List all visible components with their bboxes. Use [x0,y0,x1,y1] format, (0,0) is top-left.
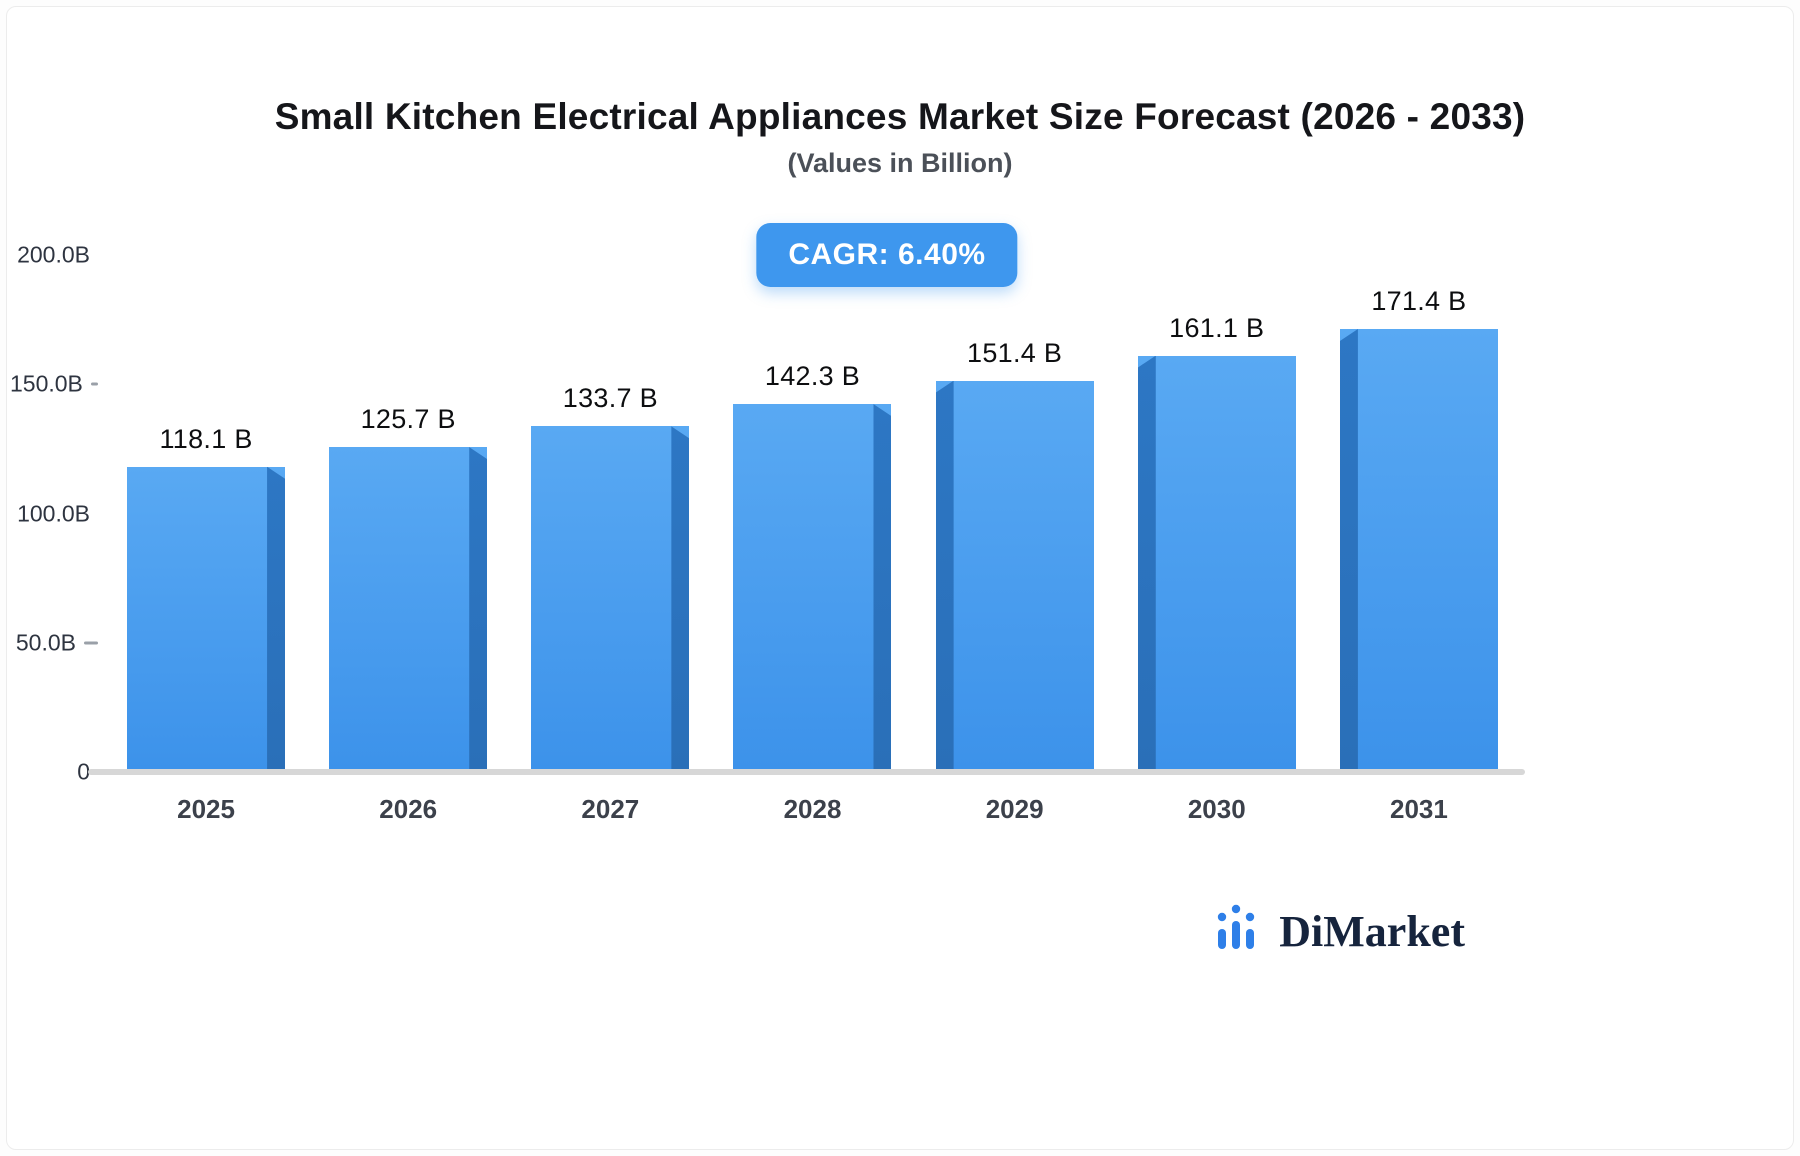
bar-value-label: 171.4 B [1371,285,1467,316]
bar-value-label: 118.1 B [159,423,253,454]
bar-column: 151.4 B 2029 [914,255,1116,824]
y-axis-tick-mark [90,382,98,386]
x-axis-category-label: 2027 [581,794,640,824]
chart-title: Small Kitchen Electrical Appliances Mark… [274,96,1526,137]
x-axis-category-label: 2028 [783,794,842,824]
cagr-badge: CAGR: 6.40% [756,223,1018,287]
x-axis-category-label: 2031 [1389,794,1448,824]
bar-value-label: 151.4 B [967,337,1063,368]
bar-column: 125.7 B 2026 [307,255,509,824]
bar-value-label: 161.1 B [1169,312,1265,343]
bar-3d-side [469,447,488,772]
bar [733,404,892,772]
bar-value-label: 133.7 B [562,383,658,414]
bar-3d-side [1137,355,1156,772]
bar-column: 118.1 B 2025 [105,255,307,824]
bar [935,380,1094,772]
x-axis-category-label: 2026 [379,794,438,824]
y-axis-tick-label: 0 [77,758,90,785]
x-axis-category-label: 2029 [985,794,1044,824]
bar-3d-side [873,404,892,772]
bar-3d-side [267,466,286,772]
y-axis-tick-label: 200.0B [17,241,90,268]
x-axis-category-label: 2030 [1187,794,1246,824]
bar-3d-side [671,426,690,772]
bar [1339,328,1498,772]
bar-value-label: 125.7 B [360,404,456,435]
y-axis-tick-label: 100.0B [17,500,90,526]
bar-column: 161.1 B 2030 [1116,255,1318,824]
bar [531,426,690,772]
bar [329,447,488,772]
logo-bar-chart-icon [1215,903,1267,954]
brand-logo: DiMarket [1215,903,1465,954]
bar-column: 133.7 B 2027 [509,255,711,824]
y-axis-tick-label: 150.0B [10,371,98,398]
bar-value-label: 142.3 B [764,361,861,392]
bar-plot-area: 118.1 B 2025 125.7 B 2026 133.7 B 2027 142.3 B… [105,255,1520,824]
bar-column: 142.3 B 2028 [711,255,913,824]
chart-subtitle: (Values in Billion) [787,148,1013,178]
bar [127,466,286,772]
y-axis: 200.0B 150.0B 100.0B 50.0B 0 [10,242,98,785]
bar-column: 171.4 B 2031 [1318,255,1520,824]
y-axis-tick-mark [84,641,98,645]
brand-name: DiMarket [1279,907,1465,956]
bar-3d-side [935,380,954,772]
bar-3d-side [1339,328,1358,772]
bar [1137,355,1296,772]
y-axis-tick-label: 50.0B [10,629,98,656]
x-axis-category-label: 2025 [177,794,235,824]
x-axis-line [88,769,1525,775]
